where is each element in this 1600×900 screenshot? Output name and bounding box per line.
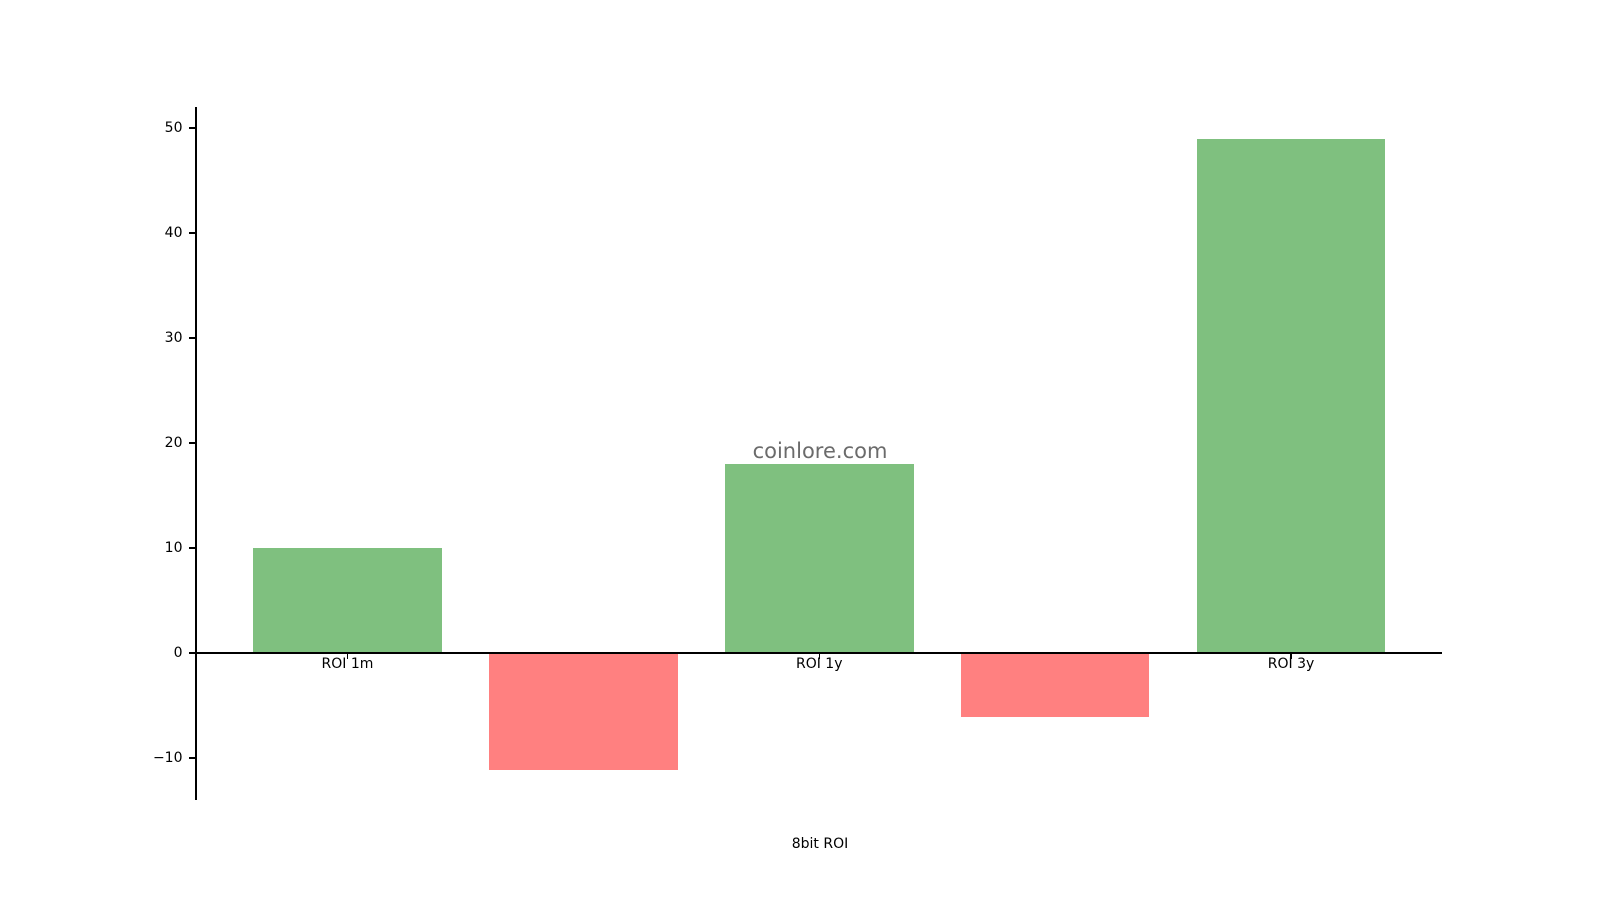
y-tick-label-50: 50 bbox=[164, 120, 183, 136]
bar-roi-mid-1 bbox=[489, 654, 678, 770]
y-tick-label-40: 40 bbox=[164, 225, 183, 241]
y-tick-mark--10 bbox=[188, 757, 195, 759]
x-tick-label-2: ROI 1y bbox=[795, 656, 843, 672]
bar-roi-1y bbox=[724, 464, 914, 653]
y-tick-mark-10 bbox=[188, 547, 195, 549]
y-tick-mark-30 bbox=[188, 337, 195, 339]
y-tick-label-0: 0 bbox=[173, 645, 183, 661]
x-tick-mark-0 bbox=[346, 654, 349, 659]
y-tick-mark-40 bbox=[188, 232, 195, 234]
y-tick-label-30: 30 bbox=[164, 330, 183, 346]
y-tick-label-20: 20 bbox=[164, 435, 183, 451]
watermark-text: coinlore.com bbox=[752, 439, 888, 463]
x-axis-zero-line bbox=[194, 652, 1442, 654]
y-tick-label--10: −10 bbox=[152, 750, 183, 766]
bar-roi-mid-2 bbox=[960, 654, 1150, 717]
bar-roi-3y bbox=[1196, 138, 1386, 653]
x-tick-mark-2 bbox=[818, 654, 820, 659]
x-axis-title: 8bit ROI bbox=[791, 836, 849, 852]
x-tick-mark-4 bbox=[1290, 654, 1292, 659]
bar-roi-1m bbox=[253, 548, 442, 653]
y-tick-mark-50 bbox=[188, 127, 195, 129]
y-tick-mark-20 bbox=[188, 442, 195, 444]
y-axis-line bbox=[194, 107, 197, 800]
x-tick-label-4: ROI 3y bbox=[1267, 656, 1315, 672]
y-tick-mark-0 bbox=[188, 652, 195, 654]
y-tick-label-10: 10 bbox=[164, 540, 183, 556]
x-tick-label-0: ROI 1m bbox=[321, 656, 374, 672]
